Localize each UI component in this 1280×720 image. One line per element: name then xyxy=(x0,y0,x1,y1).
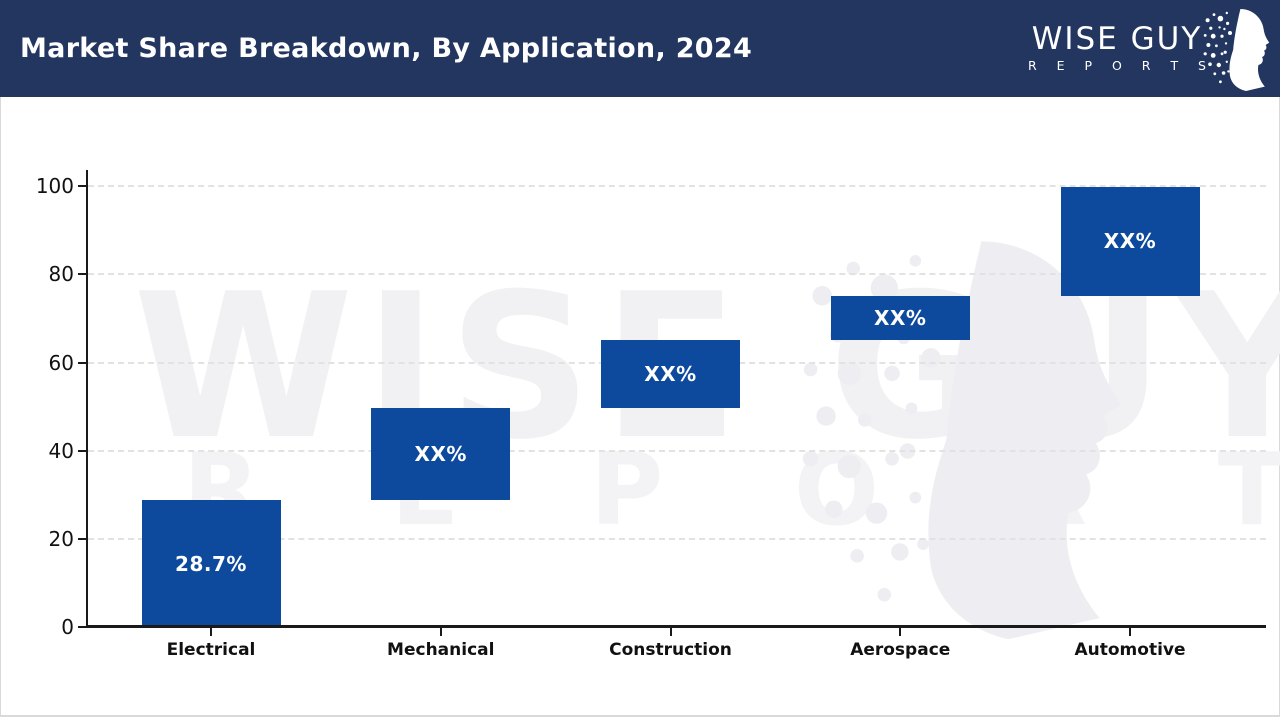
x-tick xyxy=(899,628,902,636)
y-tick-label: 40 xyxy=(48,438,74,463)
y-tick xyxy=(78,626,86,628)
y-tick xyxy=(78,361,86,364)
x-tick xyxy=(439,628,442,636)
gridline xyxy=(88,273,1266,276)
y-tick xyxy=(78,449,86,452)
x-tick xyxy=(1129,628,1131,636)
bar-aerospace: XX% xyxy=(830,295,970,341)
brand-face-icon xyxy=(1200,5,1272,93)
gridline xyxy=(88,537,1266,540)
x-tick-label: Mechanical xyxy=(387,640,495,660)
brand-wordmark: WISE GUY R E P O R T S xyxy=(1020,21,1214,74)
bar-construction: XX% xyxy=(601,340,740,408)
gridline xyxy=(88,449,1266,452)
y-tick-label: 100 xyxy=(35,174,74,199)
bar-electrical: 28.7% xyxy=(141,500,281,627)
x-axis xyxy=(86,625,1266,628)
bar-value-label: XX% xyxy=(1103,229,1157,254)
gridline xyxy=(88,185,1266,188)
bar-value-label: XX% xyxy=(874,305,927,330)
y-tick-label: 60 xyxy=(48,350,74,375)
brand-name: WISE GUY xyxy=(1031,21,1203,57)
x-tick xyxy=(669,628,672,636)
bar-value-label: XX% xyxy=(644,362,697,387)
x-tick xyxy=(210,628,212,636)
y-tick xyxy=(78,537,86,540)
y-tick-label: 20 xyxy=(48,526,74,551)
brand-subtitle: R E P O R T S xyxy=(1027,58,1214,73)
page-title: Market Share Breakdown, By Application, … xyxy=(20,33,753,64)
x-tick-label: Construction xyxy=(609,640,732,660)
y-axis xyxy=(86,170,88,628)
bar-mechanical: XX% xyxy=(371,407,511,501)
x-tick-label: Automotive xyxy=(1074,640,1186,660)
header-bar: Market Share Breakdown, By Application, … xyxy=(0,0,1280,97)
y-tick-label: 80 xyxy=(48,262,74,287)
brand-logo: WISE GUY R E P O R T S xyxy=(1020,5,1280,93)
bar-value-label: 28.7% xyxy=(175,551,247,576)
bar-automotive: XX% xyxy=(1060,187,1200,296)
y-tick xyxy=(78,185,86,188)
y-tick xyxy=(78,273,86,276)
y-tick-label: 0 xyxy=(61,615,74,639)
x-tick-label: Electrical xyxy=(166,640,256,660)
x-tick-label: Aerospace xyxy=(850,640,951,660)
bar-value-label: XX% xyxy=(414,442,467,467)
